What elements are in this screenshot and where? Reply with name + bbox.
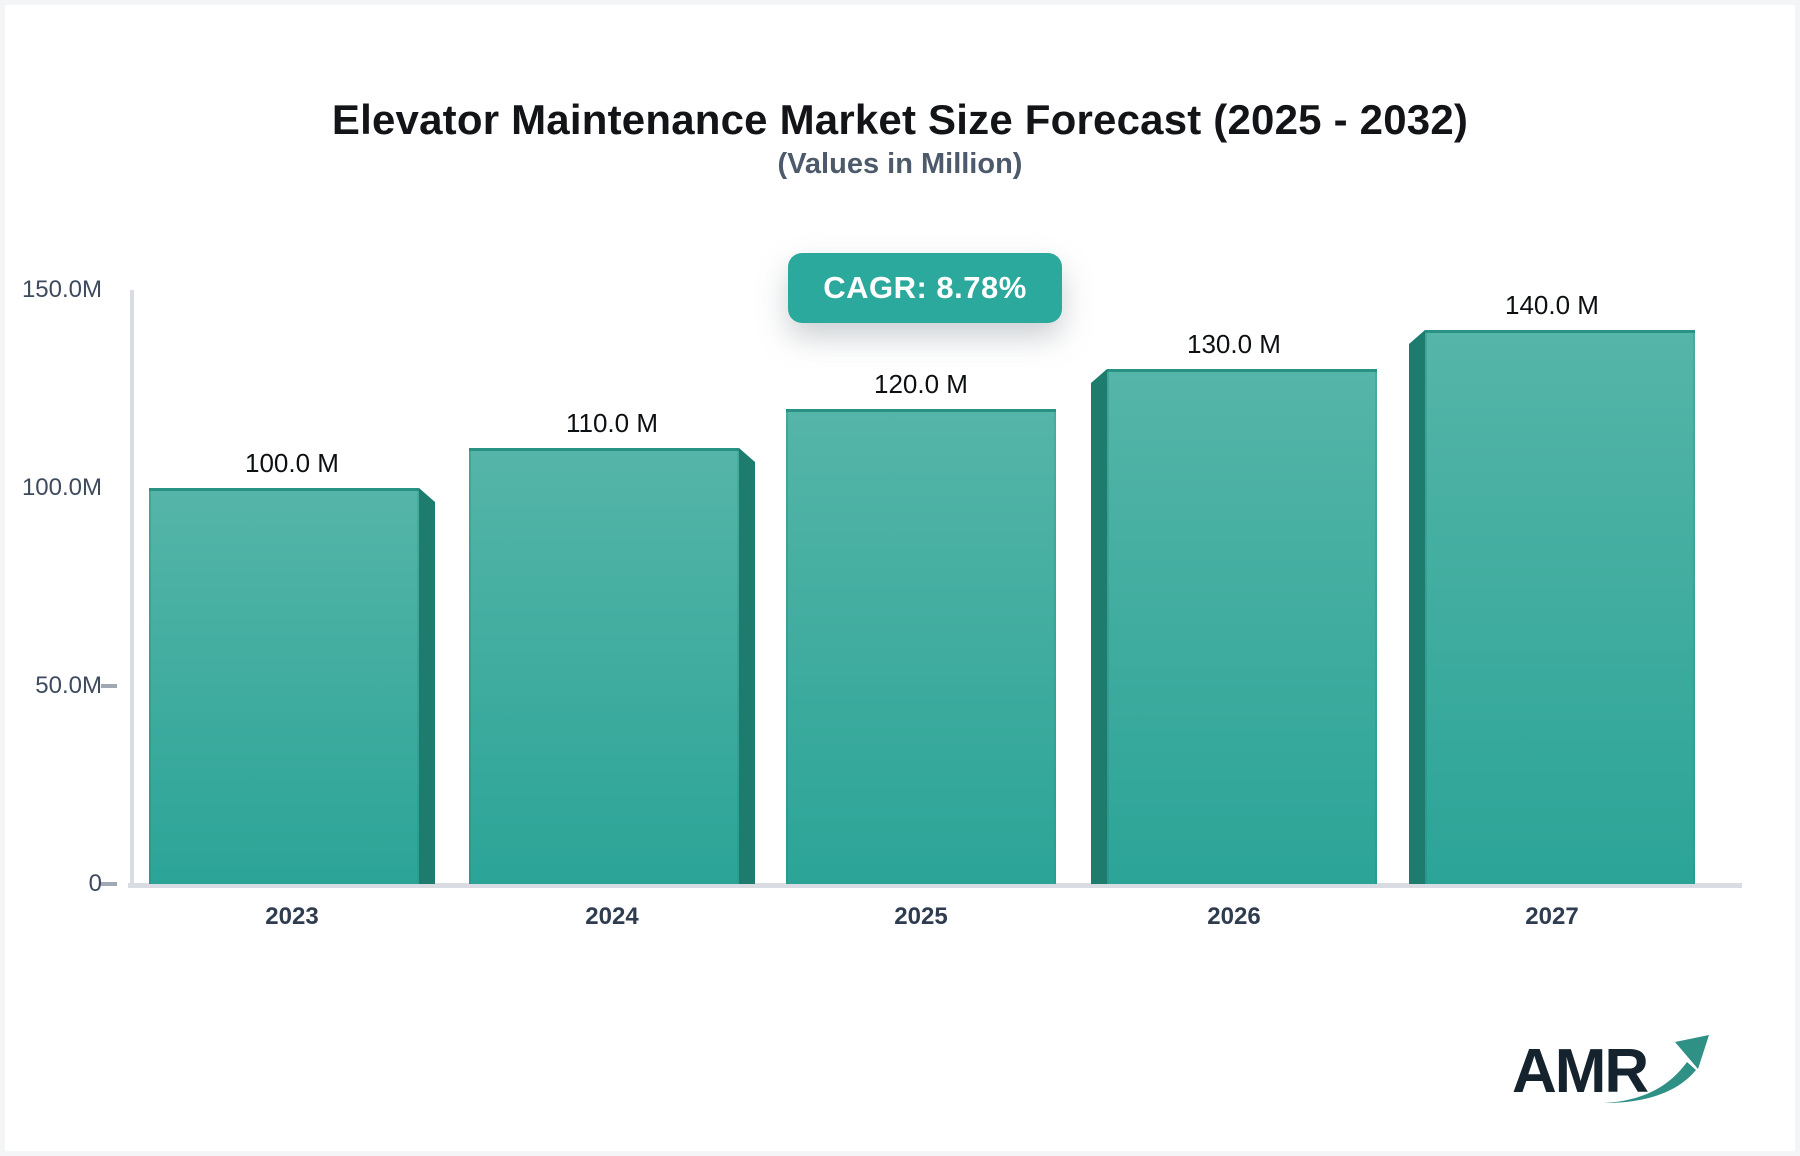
bar-2027 bbox=[1425, 330, 1695, 884]
bar-side-face-2026 bbox=[1091, 369, 1107, 884]
y-axis-tick-mark bbox=[101, 684, 117, 688]
y-axis-line bbox=[130, 290, 134, 888]
y-axis-tick-mark bbox=[101, 882, 117, 886]
x-axis-tick-label-2024: 2024 bbox=[585, 903, 639, 930]
growth-arrow-icon bbox=[1604, 1035, 1709, 1103]
bar-value-label-2027: 140.0 M bbox=[1505, 290, 1599, 320]
x-axis-tick-label-2027: 2027 bbox=[1525, 903, 1579, 930]
bar-value-label-2023: 100.0 M bbox=[245, 448, 339, 478]
x-axis-tick-label-2023: 2023 bbox=[265, 903, 319, 930]
chart-title: Elevator Maintenance Market Size Forecas… bbox=[331, 96, 1469, 143]
bar-side-face-2027 bbox=[1409, 330, 1425, 884]
cagr-badge-label: CAGR: 8.78% bbox=[823, 270, 1027, 305]
bar-2024 bbox=[469, 448, 739, 884]
x-axis-tick-label-2025: 2025 bbox=[894, 903, 948, 930]
brand-logo-text: AMR bbox=[1512, 1037, 1648, 1106]
chart-subtitle: (Values in Million) bbox=[777, 148, 1023, 180]
bar-2025 bbox=[786, 409, 1056, 884]
bar-value-label-2024: 110.0 M bbox=[565, 408, 658, 438]
y-axis-tick-label: 50.0M bbox=[35, 672, 102, 699]
y-axis-tick-label: 150.0M bbox=[21, 276, 102, 303]
bar-side-face-2023 bbox=[419, 488, 435, 884]
bar-side-face-2024 bbox=[739, 448, 755, 884]
bar-2023 bbox=[149, 488, 419, 884]
x-axis-tick-label-2026: 2026 bbox=[1207, 903, 1261, 930]
brand-logo: AMR bbox=[1512, 1032, 1722, 1107]
y-axis-tick-label: 0 bbox=[88, 870, 102, 897]
y-axis-tick-label: 100.0M bbox=[21, 474, 102, 501]
bar-2026 bbox=[1107, 369, 1377, 884]
x-axis-line bbox=[128, 883, 1742, 888]
bar-value-label-2026: 130.0 M bbox=[1187, 329, 1281, 359]
bar-value-label-2025: 120.0 M bbox=[874, 369, 968, 399]
cagr-badge: CAGR: 8.78% bbox=[788, 253, 1062, 323]
